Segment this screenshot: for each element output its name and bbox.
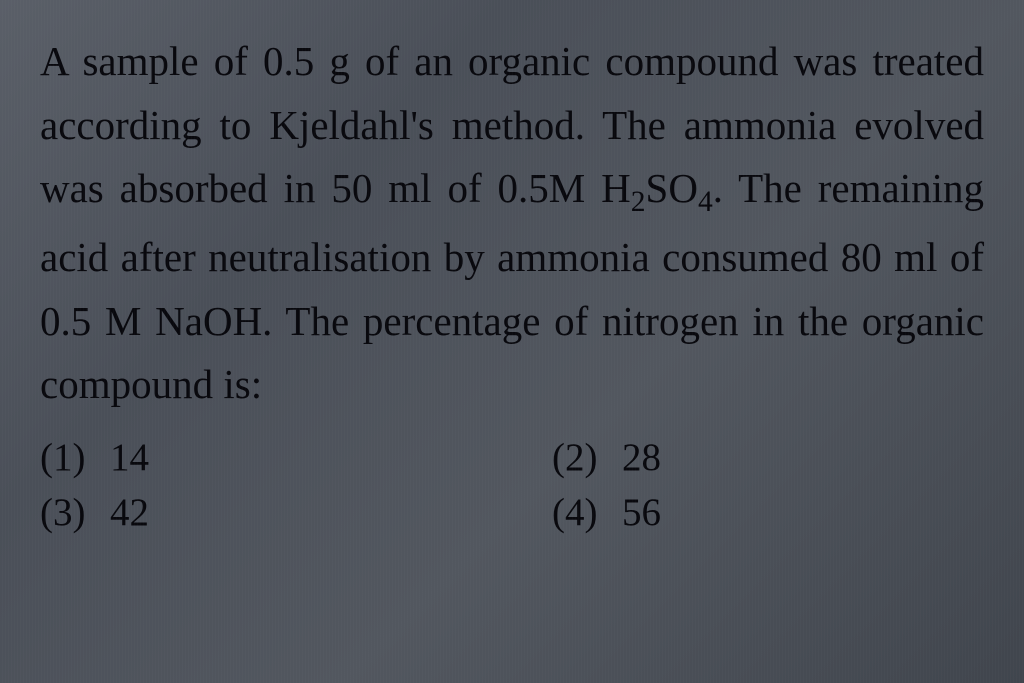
chem-subscript: 2: [631, 186, 646, 218]
option-label: (1): [40, 435, 96, 480]
question-line: A sample of 0.5 g of an organic compound…: [40, 38, 857, 84]
option-label: (2): [552, 435, 608, 480]
chem-subscript: 4: [698, 186, 713, 218]
option-3: (3) 42: [40, 490, 472, 535]
option-label: (4): [552, 490, 608, 535]
options-grid: (1) 14 (2) 28 (3) 42 (4) 56: [40, 435, 984, 535]
chem-prefix: H: [601, 165, 631, 211]
option-value: 42: [110, 490, 149, 535]
question-body: A sample of 0.5 g of an organic compound…: [40, 30, 984, 417]
question-line: is:: [223, 361, 262, 407]
option-value: 14: [110, 435, 149, 480]
option-label: (3): [40, 490, 96, 535]
option-value: 56: [622, 490, 661, 535]
option-2: (2) 28: [552, 435, 984, 480]
option-4: (4) 56: [552, 490, 984, 535]
option-1: (1) 14: [40, 435, 472, 480]
option-value: 28: [622, 435, 661, 480]
chem-mid: SO: [646, 165, 698, 211]
